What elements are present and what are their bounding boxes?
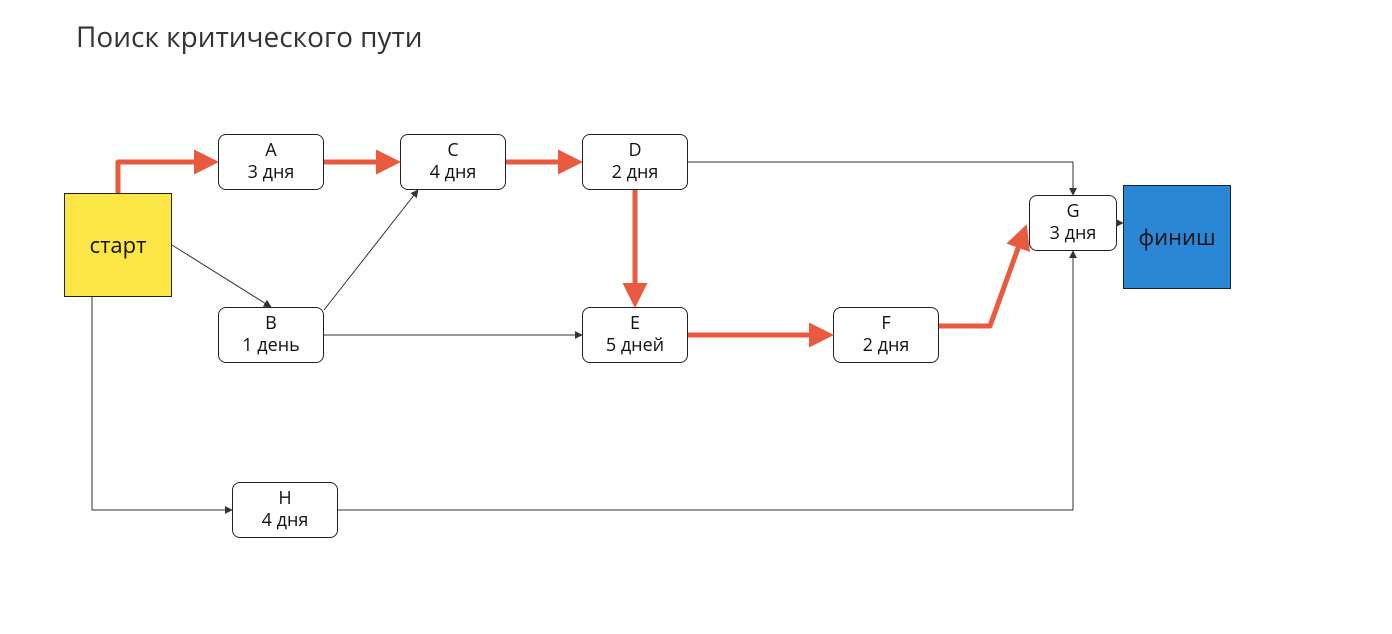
node-C-label: C [447, 140, 458, 162]
diagram-title: Поиск критического пути [76, 18, 423, 56]
node-E-label: E [630, 313, 640, 335]
node-F-sub: 2 дня [863, 335, 910, 357]
node-A-label: A [265, 140, 276, 162]
node-H-sub: 4 дня [262, 510, 309, 532]
node-A: A 3 дня [218, 134, 324, 190]
node-F-label: F [881, 313, 890, 335]
node-B-label: B [265, 313, 277, 335]
node-H-label: H [278, 488, 291, 510]
node-G-sub: 3 дня [1050, 223, 1097, 245]
edge-H-G [338, 251, 1073, 510]
edge-start-H [92, 297, 232, 510]
node-E: E 5 дней [582, 307, 688, 363]
node-G-label: G [1066, 201, 1079, 223]
diagram-canvas: Поиск критического пути старт финиш A 3 … [0, 0, 1392, 634]
node-start-label: старт [90, 230, 147, 260]
edge-F-G [939, 229, 1025, 326]
edge-D-G [688, 162, 1073, 195]
node-start: старт [64, 193, 172, 297]
node-H: H 4 дня [232, 482, 338, 538]
node-C-sub: 4 дня [430, 162, 477, 184]
node-D-label: D [628, 140, 641, 162]
node-A-sub: 3 дня [248, 162, 295, 184]
node-B-sub: 1 день [242, 335, 299, 357]
edge-start-B [172, 245, 271, 307]
node-D-sub: 2 дня [612, 162, 659, 184]
node-finish: финиш [1123, 185, 1231, 289]
node-E-sub: 5 дней [606, 335, 664, 357]
node-C: C 4 дня [400, 134, 506, 190]
node-B: B 1 день [218, 307, 324, 363]
node-F: F 2 дня [833, 307, 939, 363]
node-finish-label: финиш [1138, 222, 1215, 252]
edge-B-C [324, 190, 418, 310]
node-G: G 3 дня [1029, 195, 1117, 251]
edges-layer [0, 0, 1392, 634]
node-D: D 2 дня [582, 134, 688, 190]
edge-start-A [118, 162, 214, 193]
